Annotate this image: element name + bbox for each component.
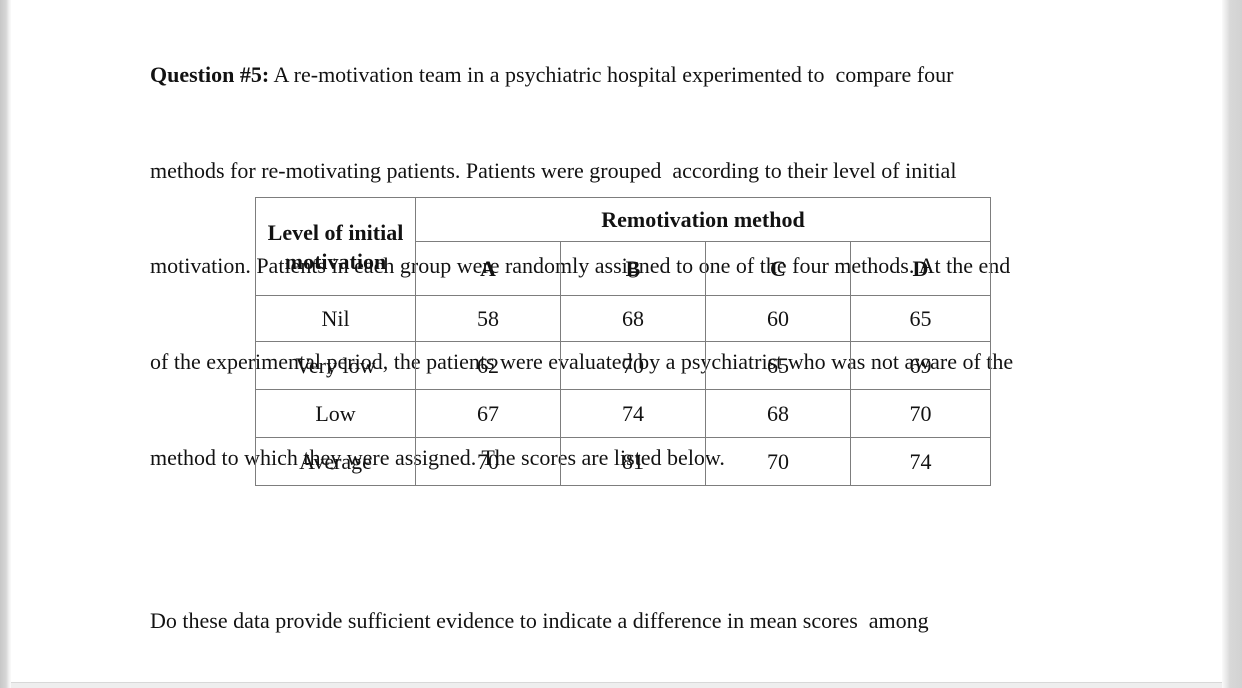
score-cell: 68 (705, 389, 851, 438)
column-header-a: A (415, 241, 561, 296)
column-header-d: D (850, 241, 991, 296)
score-cell: 70 (705, 437, 851, 486)
score-cell: 70 (560, 341, 706, 390)
question-line: methods for re-motivating patients. Pati… (150, 157, 957, 183)
table-row: Nil 58 68 60 65 (255, 295, 991, 342)
score-cell: 70 (415, 437, 561, 486)
table-row: Average 70 81 70 74 (255, 437, 991, 486)
page-right-edge (1222, 0, 1242, 688)
column-header-b: B (560, 241, 706, 296)
closing-line: Do these data provide sufficient evidenc… (150, 607, 929, 633)
table-corner-header: Level of initial motivation (255, 197, 416, 296)
table-row: Very low 62 70 65 69 (255, 341, 991, 390)
row-label: Average (255, 437, 416, 486)
row-label: Very low (255, 341, 416, 390)
score-cell: 81 (560, 437, 706, 486)
table-row: Low 67 74 68 70 (255, 389, 991, 438)
page-left-edge (0, 0, 11, 688)
question-line-text: A re-motivation team in a psychiatric ho… (269, 61, 954, 87)
score-cell: 74 (850, 437, 991, 486)
score-cell: 69 (850, 341, 991, 390)
score-cell: 65 (850, 295, 991, 342)
question-heading: Question #5: (150, 61, 270, 87)
page-bottom-edge (11, 682, 1222, 688)
score-cell: 67 (415, 389, 561, 438)
scores-table: Level of initial motivation Remotivation… (255, 197, 991, 486)
closing-paragraph: Do these data provide sufficient evidenc… (150, 541, 983, 688)
row-label: Nil (255, 295, 416, 342)
score-cell: 74 (560, 389, 706, 438)
row-label: Low (255, 389, 416, 438)
score-cell: 62 (415, 341, 561, 390)
column-header-c: C (705, 241, 851, 296)
question-line: Question #5: A re-motivation team in a p… (150, 59, 1013, 91)
score-cell: 68 (560, 295, 706, 342)
score-cell: 60 (705, 295, 851, 342)
score-cell: 58 (415, 295, 561, 342)
score-cell: 70 (850, 389, 991, 438)
score-cell: 65 (705, 341, 851, 390)
table-group-header: Remotivation method (415, 197, 991, 242)
